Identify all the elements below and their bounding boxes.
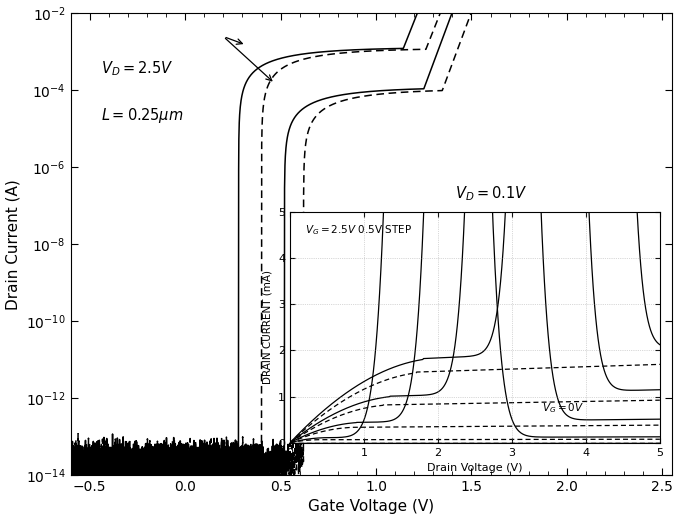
Text: $V_D = 0.1V$: $V_D = 0.1V$ (456, 184, 528, 203)
Text: $L=0.25\mu m$: $L=0.25\mu m$ (101, 106, 183, 125)
Y-axis label: Drain Current (A): Drain Current (A) (5, 179, 20, 309)
Text: $V_D = 2.5V$: $V_D = 2.5V$ (101, 59, 173, 78)
X-axis label: Gate Voltage (V): Gate Voltage (V) (308, 499, 435, 514)
